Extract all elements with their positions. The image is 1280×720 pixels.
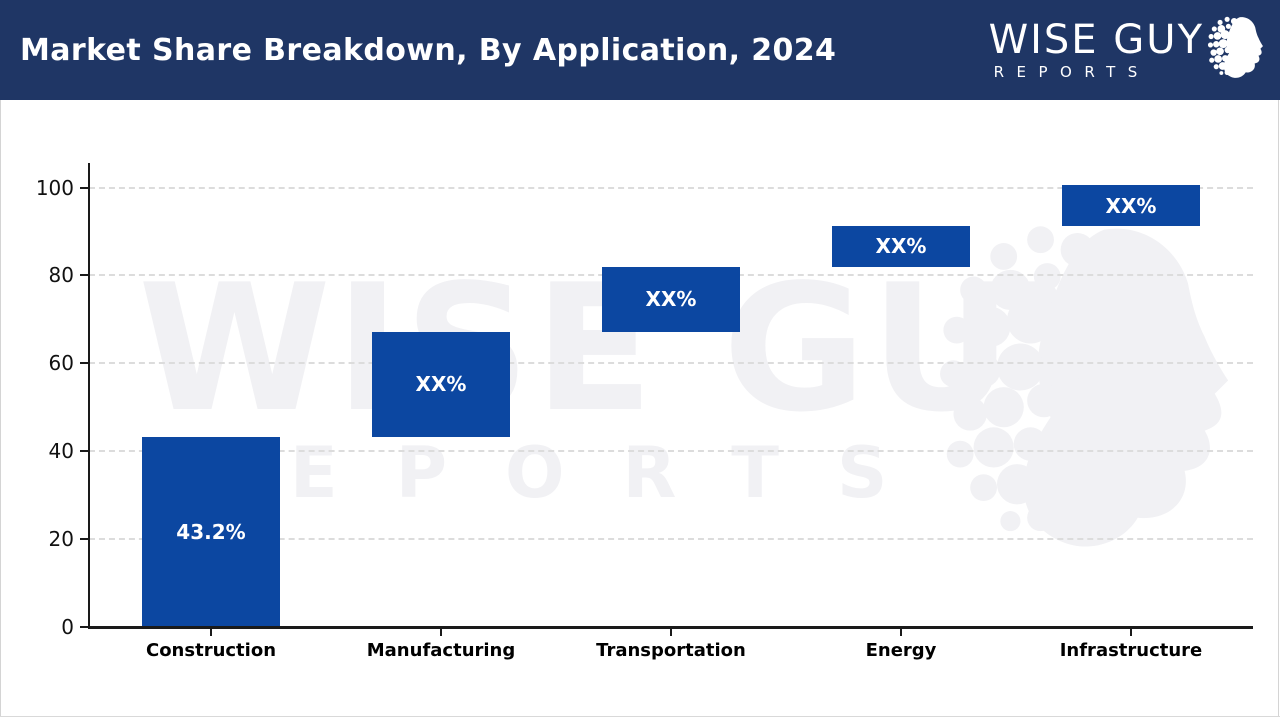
bar-energy: XX%	[832, 225, 970, 267]
y-tick-60	[80, 362, 88, 365]
chart-title: Market Share Breakdown, By Application, …	[20, 32, 837, 68]
logo-text: WISE GUY REPORTS	[989, 20, 1204, 81]
watermark-subtitle: REPORTS	[178, 432, 946, 514]
wise-guy-reports-logo: WISE GUY REPORTS	[989, 9, 1270, 91]
logo-subtitle: REPORTS	[993, 62, 1150, 81]
header: Market Share Breakdown, By Application, …	[0, 0, 1280, 100]
x-category-label: Manufacturing	[366, 640, 516, 661]
x-category-label: Energy	[865, 640, 937, 661]
head-profile-icon	[1207, 16, 1263, 78]
bar-value-label: XX%	[645, 287, 697, 312]
y-tick-80	[80, 274, 88, 277]
y-tick-40	[80, 450, 88, 453]
frame-border-bottom	[0, 716, 1280, 717]
y-tick-label-40: 40	[48, 439, 74, 464]
x-tick-3	[900, 629, 902, 636]
x-tick-4	[1130, 629, 1132, 636]
y-tick-100	[80, 186, 88, 189]
bar-value-label: 43.2%	[176, 520, 246, 545]
x-category-label: Infrastructure	[1059, 640, 1203, 661]
bar-value-label: XX%	[415, 372, 467, 397]
x-category-label: Construction	[145, 640, 277, 661]
bar-infrastructure: XX%	[1062, 185, 1200, 226]
y-tick-label-0: 0	[61, 615, 74, 639]
frame-border-right	[1278, 100, 1279, 717]
y-tick-0	[80, 626, 88, 628]
gridline-y-100	[89, 186, 1253, 189]
x-axis-line	[88, 626, 1253, 629]
gridline-y-40	[89, 450, 1253, 453]
y-tick-label-80: 80	[48, 263, 74, 288]
x-tick-2	[670, 629, 672, 636]
x-category-label: Transportation	[596, 640, 746, 661]
watermark-head-icon	[940, 226, 1229, 547]
x-tick-1	[440, 629, 442, 636]
y-tick-label-60: 60	[48, 351, 74, 376]
bar-value-label: XX%	[875, 234, 927, 259]
y-tick-20	[80, 538, 88, 541]
gridline-y-60	[89, 362, 1253, 365]
bar-manufacturing: XX%	[372, 331, 510, 438]
bar-construction: 43.2%	[142, 437, 280, 627]
logo-wordmark: WISE GUY	[988, 16, 1204, 63]
x-tick-0	[210, 629, 212, 636]
frame-border-left	[0, 100, 1, 717]
y-tick-label-20: 20	[48, 527, 74, 552]
y-tick-label-100: 100	[35, 175, 74, 200]
y-axis-spine	[88, 163, 90, 629]
bar-value-label: XX%	[1105, 193, 1157, 218]
gridline-y-20	[89, 538, 1253, 541]
bar-transportation: XX%	[602, 266, 740, 332]
